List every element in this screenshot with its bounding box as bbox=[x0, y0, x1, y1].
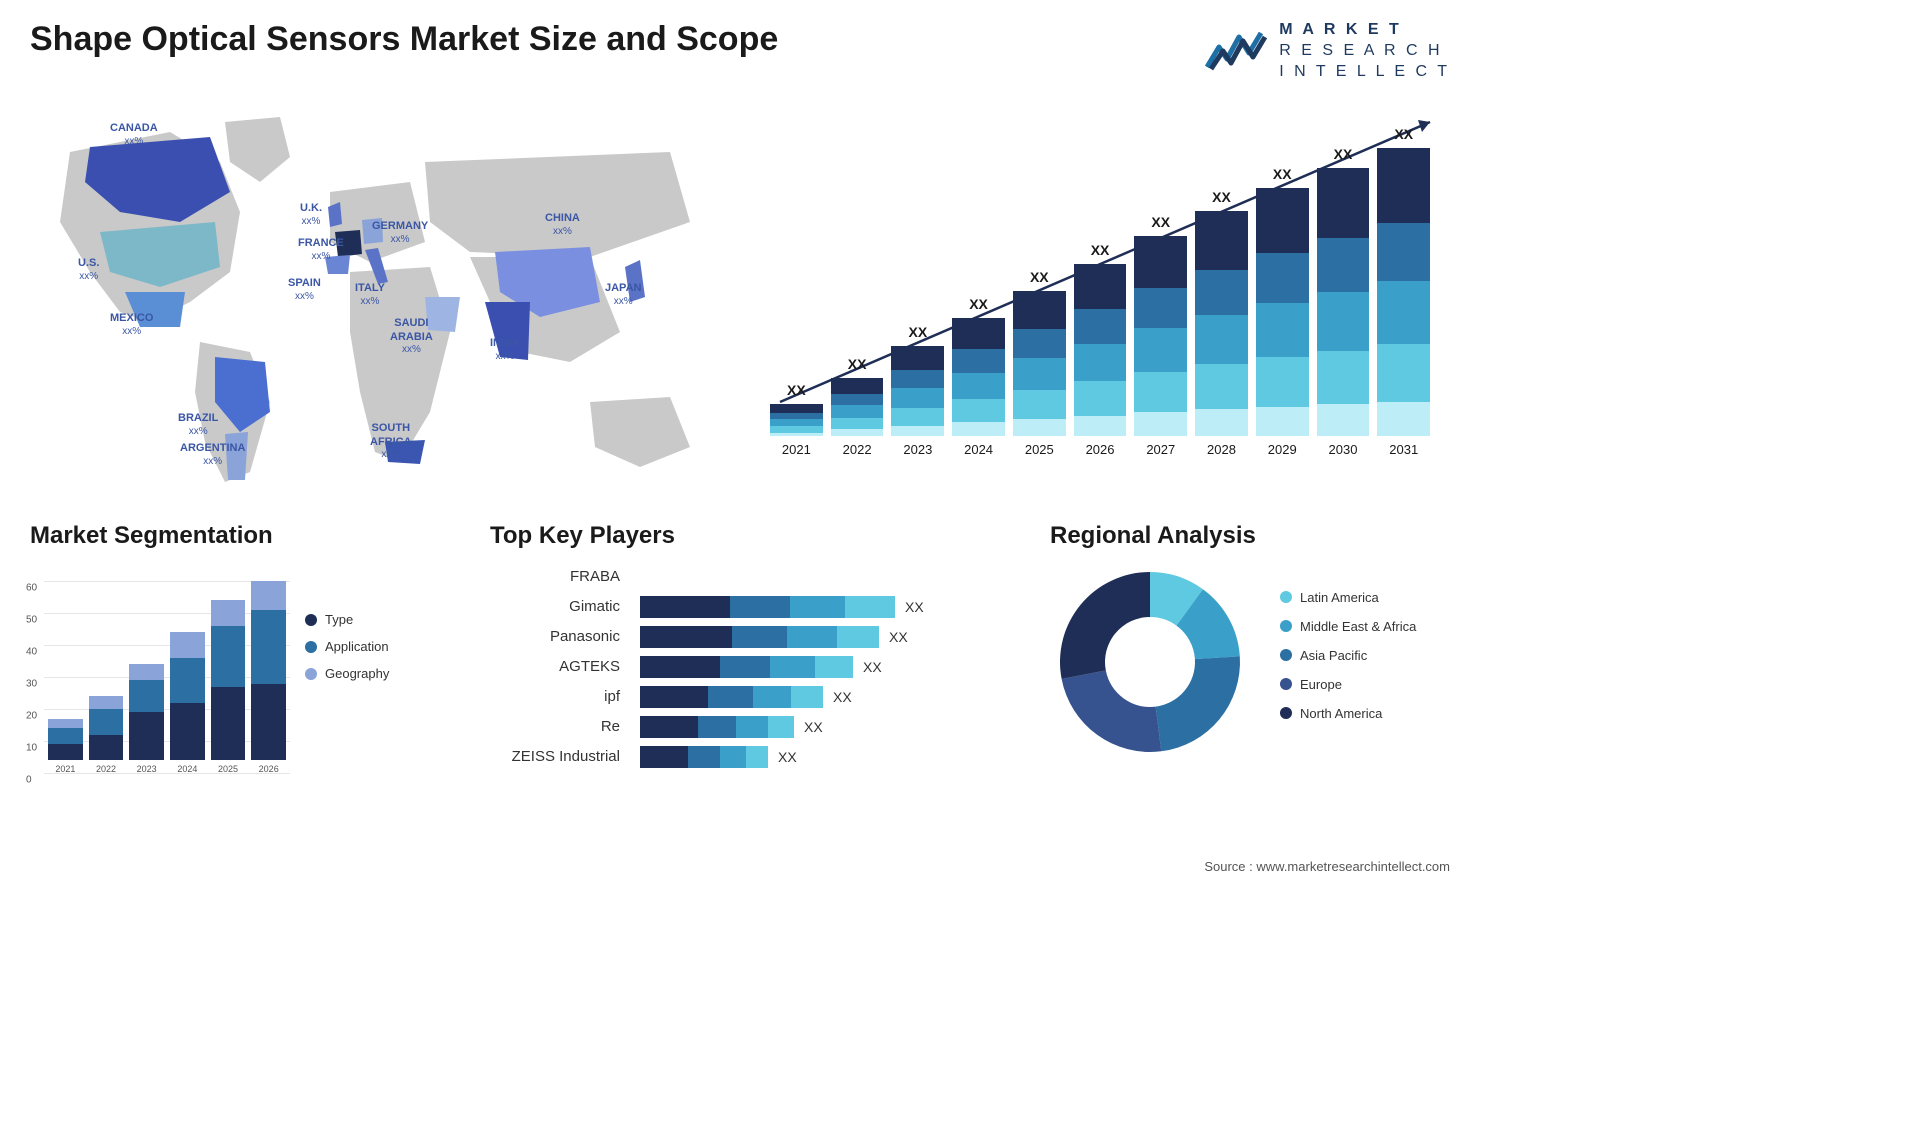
segmentation-chart: 0102030405060202120222023202420252026 bbox=[30, 562, 290, 792]
segmentation-bar: 2023 bbox=[129, 664, 164, 774]
regional-donut-chart bbox=[1050, 562, 1250, 762]
donut-slice bbox=[1156, 657, 1240, 752]
world-map-region: CANADAxx% U.S.xx% MEXICOxx% BRAZILxx% ARGENT… bbox=[30, 102, 730, 497]
player-bar-row: XX bbox=[640, 712, 1030, 742]
regional-legend: Latin America Middle East & Africa Asia Pa… bbox=[1280, 590, 1416, 735]
player-bar-row: XX bbox=[640, 592, 1030, 622]
forecast-bar: XX2023 bbox=[891, 346, 944, 457]
player-bar-row: XX bbox=[640, 652, 1030, 682]
legend-item: Middle East & Africa bbox=[1280, 619, 1416, 634]
legend-item: North America bbox=[1280, 706, 1416, 721]
legend-item: Application bbox=[305, 639, 389, 654]
segmentation-bar: 2026 bbox=[251, 581, 286, 774]
country-label: ARGENTINAxx% bbox=[180, 442, 245, 467]
page-title: Shape Optical Sensors Market Size and Sc… bbox=[30, 20, 778, 59]
players-bars: XXXXXXXXXXXX bbox=[640, 562, 1030, 772]
player-name: Re bbox=[490, 712, 620, 742]
country-label: SOUTHAFRICAxx% bbox=[370, 422, 412, 460]
header: Shape Optical Sensors Market Size and Sc… bbox=[30, 20, 1450, 82]
country-label: GERMANYxx% bbox=[372, 220, 428, 245]
player-name: FRABA bbox=[490, 562, 620, 592]
donut-slice bbox=[1062, 671, 1162, 753]
segmentation-legend: Type Application Geography bbox=[305, 612, 389, 693]
country-label: JAPANxx% bbox=[605, 282, 641, 307]
country-label: U.K.xx% bbox=[300, 202, 322, 227]
player-name: ipf bbox=[490, 682, 620, 712]
country-label: INDIAxx% bbox=[490, 337, 520, 362]
country-label: BRAZILxx% bbox=[178, 412, 218, 437]
forecast-bar: XX2026 bbox=[1074, 264, 1127, 457]
forecast-bar: XX2021 bbox=[770, 404, 823, 457]
player-bar-row: XX bbox=[640, 682, 1030, 712]
country-label: CHINAxx% bbox=[545, 212, 580, 237]
segmentation-title: Market Segmentation bbox=[30, 522, 470, 550]
forecast-bar: XX2030 bbox=[1317, 168, 1370, 457]
segmentation-bar: 2024 bbox=[170, 632, 205, 774]
legend-item: Type bbox=[305, 612, 389, 627]
player-bar-row: XX bbox=[640, 622, 1030, 652]
forecast-bar: XX2024 bbox=[952, 318, 1005, 457]
players-name-list: FRABAGimaticPanasonicAGTEKSipfReZEISS In… bbox=[490, 562, 620, 772]
main-forecast-chart: XX2021XX2022XX2023XX2024XX2025XX2026XX20… bbox=[770, 102, 1450, 482]
brand-logo: M A R K E T R E S E A R C H I N T E L L … bbox=[1205, 20, 1450, 82]
source-attribution: Source : www.marketresearchintellect.com bbox=[1204, 859, 1450, 874]
logo-wave-icon bbox=[1205, 29, 1269, 73]
segmentation-bar: 2021 bbox=[48, 719, 83, 775]
player-name: Gimatic bbox=[490, 592, 620, 622]
legend-item: Europe bbox=[1280, 677, 1416, 692]
player-name: AGTEKS bbox=[490, 652, 620, 682]
segmentation-bar: 2025 bbox=[211, 600, 246, 774]
country-label: MEXICOxx% bbox=[110, 312, 153, 337]
country-label: CANADAxx% bbox=[110, 122, 158, 147]
segmentation-bar: 2022 bbox=[89, 696, 124, 774]
legend-item: Latin America bbox=[1280, 590, 1416, 605]
forecast-bar: XX2028 bbox=[1195, 211, 1248, 457]
legend-item: Asia Pacific bbox=[1280, 648, 1416, 663]
country-label: ITALYxx% bbox=[355, 282, 385, 307]
country-label: SAUDIARABIAxx% bbox=[390, 317, 433, 355]
forecast-bar: XX2025 bbox=[1013, 291, 1066, 457]
players-panel: Top Key Players FRABAGimaticPanasonicAGT… bbox=[490, 522, 1030, 792]
country-label: FRANCExx% bbox=[298, 237, 344, 262]
player-name: Panasonic bbox=[490, 622, 620, 652]
player-name: ZEISS Industrial bbox=[490, 742, 620, 772]
country-label: U.S.xx% bbox=[78, 257, 99, 282]
donut-slice bbox=[1060, 572, 1150, 679]
forecast-bar: XX2031 bbox=[1377, 148, 1430, 457]
regional-title: Regional Analysis bbox=[1050, 522, 1450, 550]
regional-panel: Regional Analysis Latin America Middle Ea… bbox=[1050, 522, 1450, 792]
logo-text: M A R K E T R E S E A R C H I N T E L L … bbox=[1279, 20, 1450, 82]
forecast-bar: XX2027 bbox=[1134, 236, 1187, 457]
segmentation-panel: Market Segmentation 01020304050602021202… bbox=[30, 522, 470, 792]
player-bar-row: XX bbox=[640, 742, 1030, 772]
forecast-bar: XX2022 bbox=[831, 378, 884, 457]
forecast-bar: XX2029 bbox=[1256, 188, 1309, 457]
players-title: Top Key Players bbox=[490, 522, 1030, 550]
country-label: SPAINxx% bbox=[288, 277, 321, 302]
legend-item: Geography bbox=[305, 666, 389, 681]
